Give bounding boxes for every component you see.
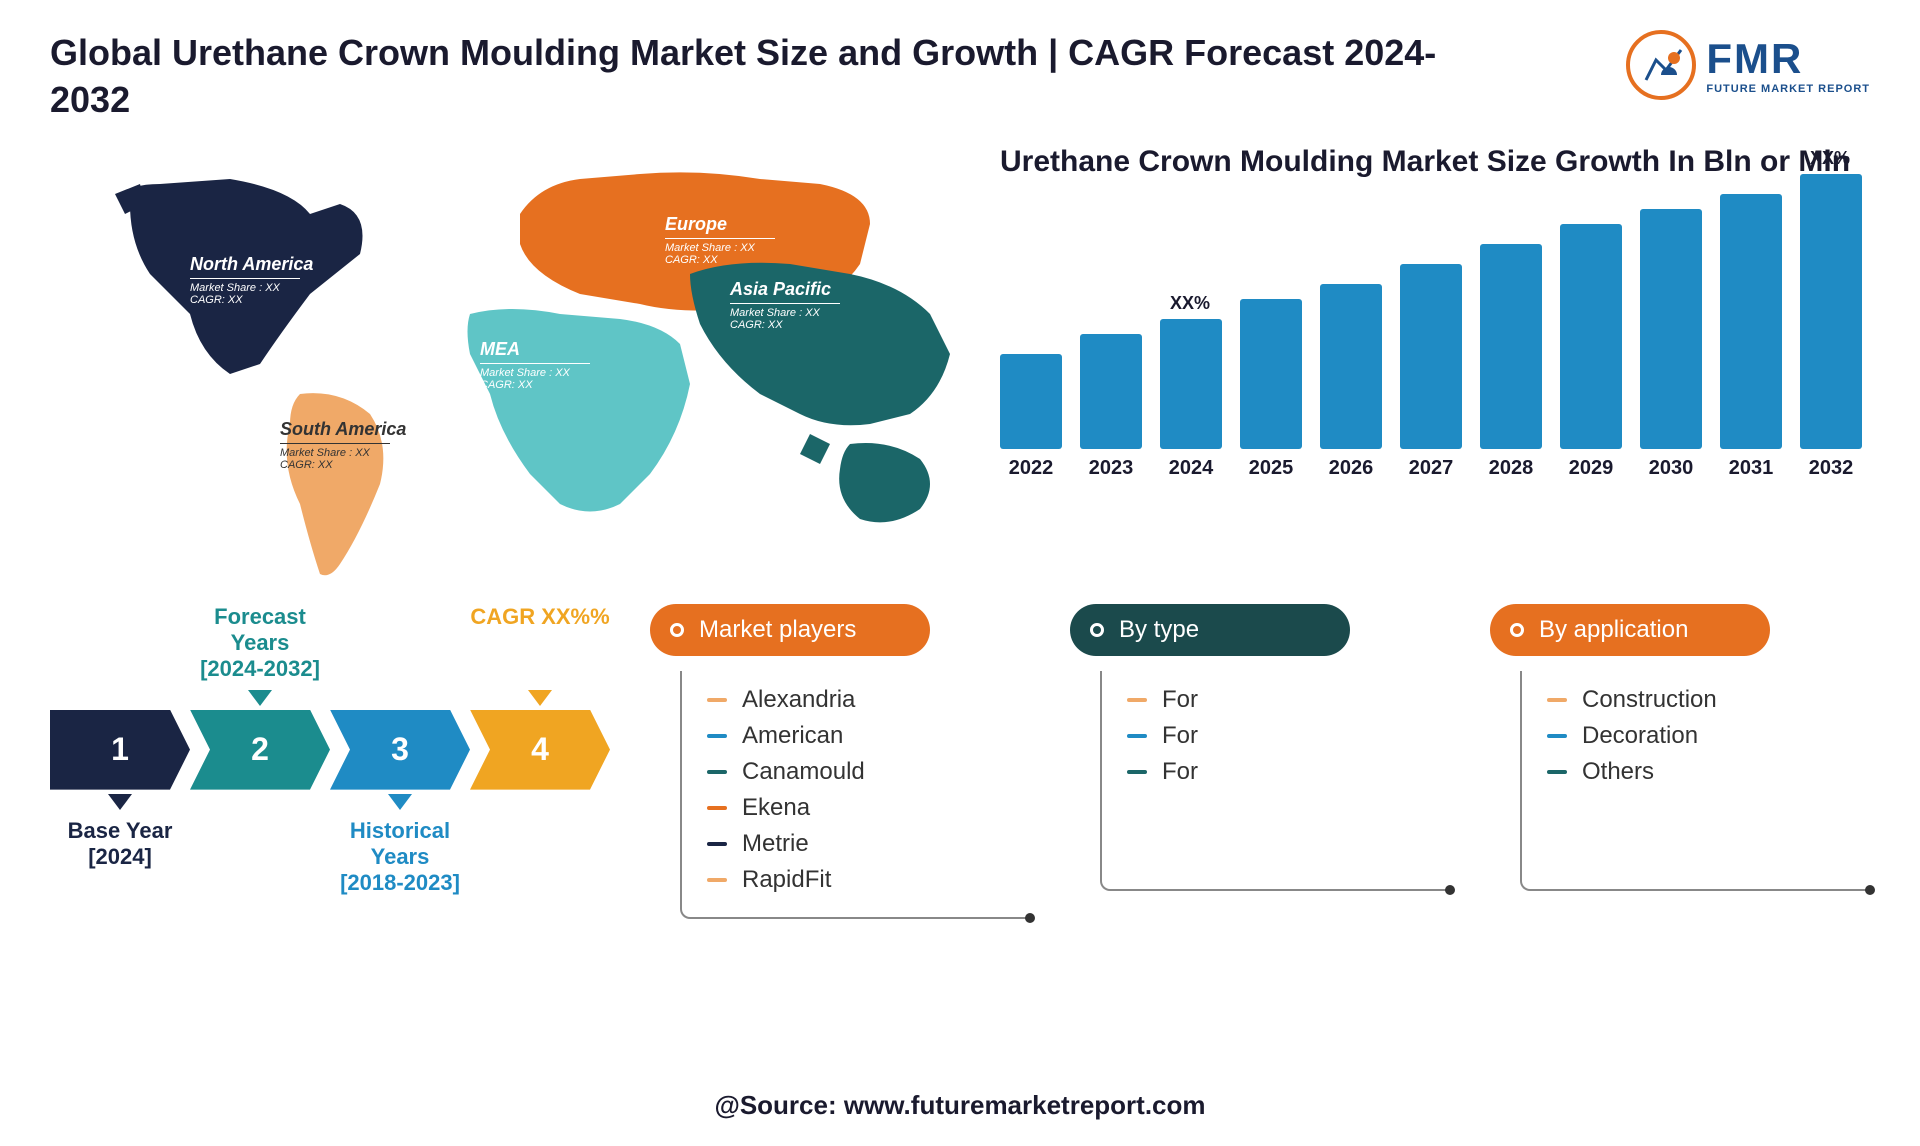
bar-2031: 2031 [1720,194,1782,480]
category-item: Alexandria [707,686,1030,714]
logo: FMR FUTURE MARKET REPORT [1626,30,1870,100]
logo-text: FMR FUTURE MARKET REPORT [1706,35,1870,95]
category-item: Canamould [707,758,1030,786]
logo-sub: FUTURE MARKET REPORT [1706,83,1870,95]
header: Global Urethane Crown Moulding Market Si… [50,30,1870,124]
timeline-step-4: 4 [470,710,610,790]
category-by-application: By application Construction Decoration Othe… [1490,604,1870,919]
region-label-sa: South AmericaMarket Share : XXCAGR: XX [280,419,406,471]
bar-2030: 2030 [1640,209,1702,480]
bar-2025: 2025 [1240,299,1302,480]
bar-2032: XX%2032 [1800,174,1862,480]
timeline-bottom-label: Base Year[2024] [50,818,190,896]
main-row: North AmericaMarket Share : XXCAGR: XX So… [50,144,1870,564]
region-label-mea: MEAMarket Share : XXCAGR: XX [480,339,590,391]
region-sa [260,384,400,589]
timeline-top-label: Forecast Years[2024-2032] [190,604,330,682]
logo-icon [1626,30,1696,100]
category-item: Ekena [707,794,1030,822]
bar-2024: XX%2024 [1160,319,1222,480]
timeline-step-3: 3 [330,710,470,790]
bars-container: 20222023XX%20242025202620272028202920302… [1000,200,1870,480]
category-body: Construction Decoration Others [1520,671,1870,891]
bar-2029: 2029 [1560,224,1622,480]
category-market-players: Market players Alexandria American Canamoul… [650,604,1030,919]
category-item: American [707,722,1030,750]
bottom-row: Forecast Years[2024-2032] CAGR XX%% 1234 Ba… [50,604,1870,919]
region-label-ap: Asia PacificMarket Share : XXCAGR: XX [730,279,840,331]
category-item: For [1127,686,1450,714]
bar-2027: 2027 [1400,264,1462,480]
category-header: By application [1490,604,1770,656]
categories: Market players Alexandria American Canamoul… [650,604,1870,919]
timeline-chevrons: 1234 [50,710,610,790]
bar-2023: 2023 [1080,334,1142,480]
category-item: Decoration [1547,722,1870,750]
world-map: North AmericaMarket Share : XXCAGR: XX So… [50,144,970,564]
category-body: For For For [1100,671,1450,891]
bar-chart: Urethane Crown Moulding Market Size Grow… [1000,144,1870,564]
category-item: For [1127,758,1450,786]
bar-2028: 2028 [1480,244,1542,480]
timeline-step-1: 1 [50,710,190,790]
timeline: Forecast Years[2024-2032] CAGR XX%% 1234 Ba… [50,604,610,919]
region-label-na: North AmericaMarket Share : XXCAGR: XX [190,254,313,306]
chart-title: Urethane Crown Moulding Market Size Grow… [1000,144,1870,180]
category-item: Others [1547,758,1870,786]
category-header: Market players [650,604,930,656]
category-header: By type [1070,604,1350,656]
category-by-type: By type For For For [1070,604,1450,919]
category-body: Alexandria American Canamould Ekena Metrie Ra… [680,671,1030,919]
logo-fmr: FMR [1706,35,1870,83]
timeline-top-label: CAGR XX%% [470,604,610,682]
timeline-step-2: 2 [190,710,330,790]
category-item: Metrie [707,830,1030,858]
bar-2022: 2022 [1000,354,1062,480]
source-text: @Source: www.futuremarketreport.com [714,1090,1205,1121]
category-item: Construction [1547,686,1870,714]
category-item: For [1127,722,1450,750]
bar-2026: 2026 [1320,284,1382,480]
category-item: RapidFit [707,866,1030,894]
timeline-bottom-label: Historical Years[2018-2023] [330,818,470,896]
page-title: Global Urethane Crown Moulding Market Si… [50,30,1450,124]
